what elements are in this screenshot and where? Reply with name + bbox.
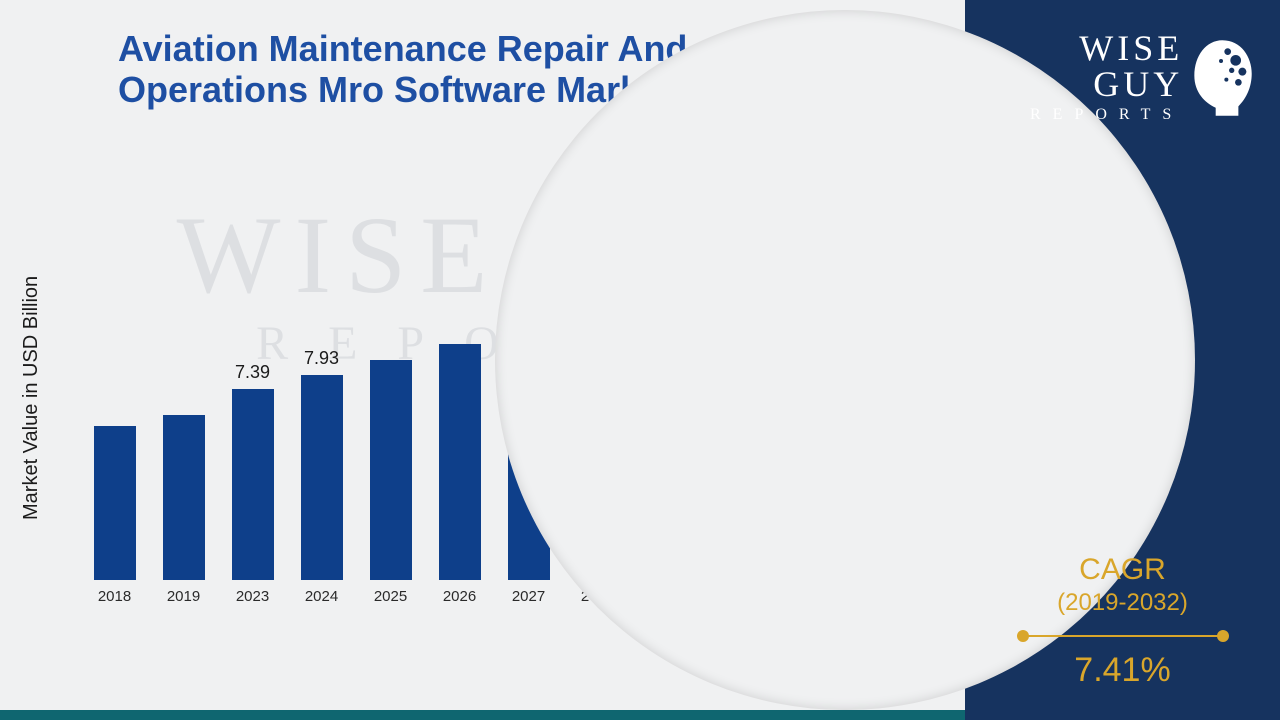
footer-strip xyxy=(0,710,965,720)
x-tick-label: 2024 xyxy=(305,588,338,605)
brand-logo: WISE GUY REPORTS xyxy=(986,30,1256,124)
cagr-range: (2019-2032) xyxy=(965,589,1280,617)
x-tick-label: 2025 xyxy=(374,588,407,605)
cagr-separator xyxy=(1023,635,1223,637)
bar-value-label: 7.39 xyxy=(235,362,270,383)
bar-slot: 2026 xyxy=(425,180,494,580)
infographic-root: WISE GUY REPORTS Aviation Maintenance Re… xyxy=(0,0,1280,720)
bar-slot: 2019 xyxy=(149,180,218,580)
bar xyxy=(232,389,274,580)
bar-slot: 2018 xyxy=(80,180,149,580)
bar-slot: 7.392023 xyxy=(218,180,287,580)
right-panel: WISE GUY REPORTS CAGR (2019-2032) 7.41% xyxy=(965,0,1280,720)
bar xyxy=(94,426,136,580)
cagr-block: CAGR (2019-2032) 7.41% xyxy=(965,553,1280,690)
x-tick-label: 2018 xyxy=(98,588,131,605)
bar xyxy=(301,375,343,580)
brand-logo-text: WISE GUY REPORTS xyxy=(986,30,1183,124)
y-axis-label: Market Value in USD Billion xyxy=(20,276,43,520)
x-tick-label: 2019 xyxy=(167,588,200,605)
bar-slot: 7.932024 xyxy=(287,180,356,580)
x-tick-label: 2026 xyxy=(443,588,476,605)
x-tick-label: 2027 xyxy=(512,588,545,605)
bar xyxy=(163,415,205,580)
bar-value-label: 7.93 xyxy=(304,348,339,369)
bar xyxy=(439,344,481,580)
bar xyxy=(370,360,412,580)
cagr-title: CAGR xyxy=(965,553,1280,587)
brand-head-icon xyxy=(1189,35,1256,119)
cagr-value: 7.41% xyxy=(965,651,1280,690)
brand-logo-sub: REPORTS xyxy=(986,106,1183,124)
x-tick-label: 2023 xyxy=(236,588,269,605)
bar-slot: 2025 xyxy=(356,180,425,580)
brand-logo-main: WISE GUY xyxy=(986,30,1183,102)
